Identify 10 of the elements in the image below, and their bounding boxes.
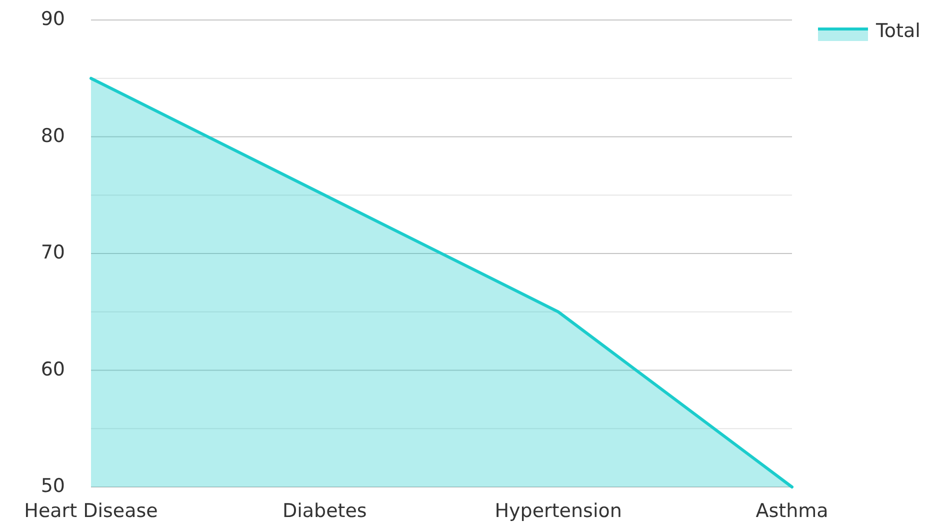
y-tick-label: 70 xyxy=(40,242,65,264)
x-tick-label: Asthma xyxy=(756,500,828,522)
legend-label: Total xyxy=(875,20,920,42)
x-tick-label: Diabetes xyxy=(282,500,367,522)
x-tick-label: Heart Disease xyxy=(24,500,158,522)
x-tick-label: Hypertension xyxy=(494,500,622,522)
y-tick-label: 90 xyxy=(40,8,65,30)
y-tick-label: 60 xyxy=(40,358,65,380)
y-tick-label: 50 xyxy=(40,475,65,498)
y-tick-label: 80 xyxy=(40,124,65,147)
